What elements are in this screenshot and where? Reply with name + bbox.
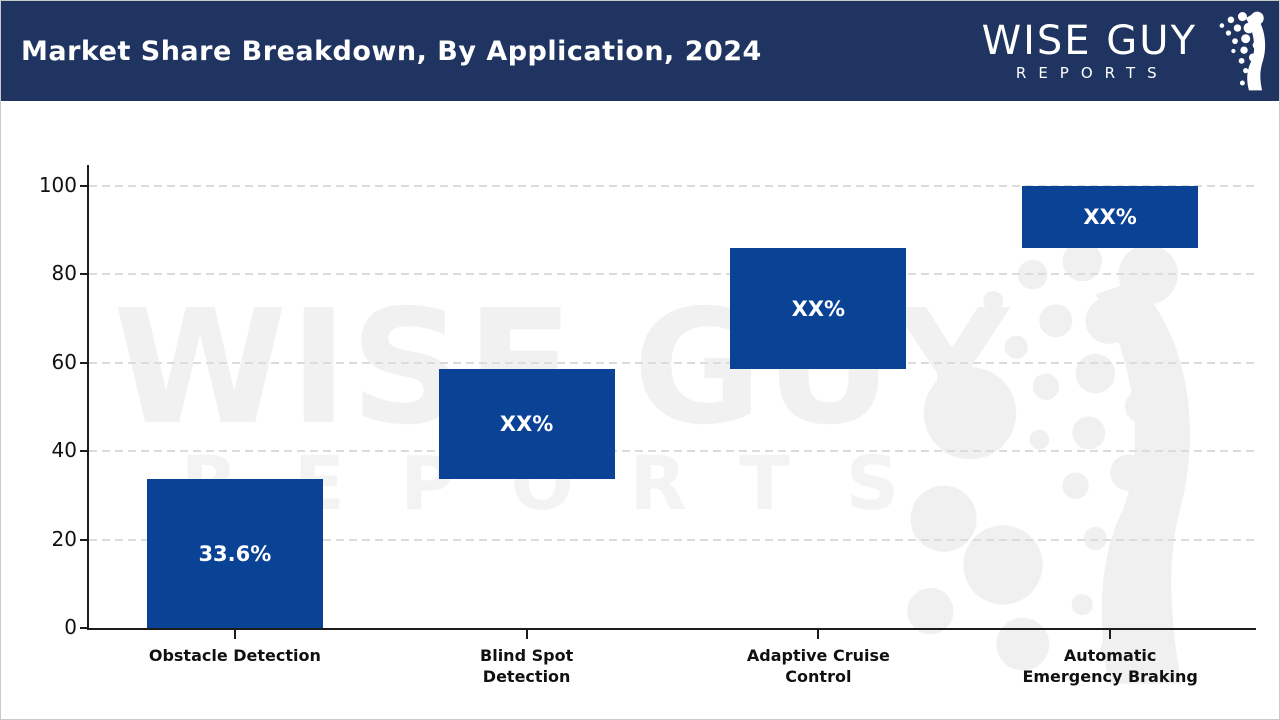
logo-wordmark: WISE GUY REPORTS [982, 21, 1197, 82]
y-tick-mark [80, 273, 88, 276]
brand-logo: WISE GUY REPORTS [982, 8, 1267, 94]
bar-value-label: XX% [1083, 204, 1137, 229]
y-tick-mark [80, 185, 88, 187]
y-axis-line [87, 165, 89, 630]
x-axis-label: Automatic Emergency Braking [1022, 646, 1198, 686]
x-tick-mark [525, 630, 528, 639]
gridline-40 [89, 450, 1256, 453]
logo-head-icon [1219, 11, 1266, 91]
x-tick-mark [233, 630, 236, 639]
logo-subtitle-text: REPORTS [1015, 63, 1169, 82]
y-tick-label: 100 [38, 173, 77, 197]
y-tick-mark [80, 450, 88, 453]
chart-area: WISE GUY REPORTS 0 20 40 60 80 100 33.6% XX% XX%… [1, 101, 1279, 719]
x-tick-mark [1109, 630, 1112, 639]
bar-automatic-emergency-braking: XX% [1022, 186, 1199, 248]
gridline-60 [89, 361, 1256, 364]
gridline-100 [89, 185, 1256, 187]
y-tick-mark [80, 627, 88, 629]
y-tick-mark [80, 538, 88, 541]
bar-value-label: 33.6% [198, 541, 272, 566]
plot: 0 20 40 60 80 100 33.6% XX% XX% XX% Obstacle Detec… [1, 101, 1279, 719]
y-tick-label: 80 [51, 261, 77, 286]
header: Market Share Breakdown, By Application, … [1, 1, 1279, 101]
y-tick-label: 60 [51, 349, 77, 374]
y-tick-label: 20 [51, 526, 77, 551]
bar-adaptive-cruise-control: XX% [730, 247, 907, 370]
gridline-20 [89, 538, 1256, 541]
x-axis-label: Adaptive Cruise Control [746, 646, 890, 686]
y-tick-mark [80, 361, 88, 364]
gridline-80 [89, 273, 1256, 276]
x-axis-label: Blind Spot Detection [480, 646, 574, 686]
x-tick-mark [817, 630, 820, 639]
chart-title: Market Share Breakdown, By Application, … [21, 35, 762, 67]
bar-value-label: XX% [791, 296, 846, 321]
bar-obstacle-detection: 33.6% [146, 479, 323, 628]
y-tick-label: 40 [51, 438, 77, 463]
bar-value-label: XX% [499, 412, 554, 437]
bar-blind-spot-detection: XX% [438, 369, 615, 480]
y-tick-label: 0 [64, 615, 77, 639]
x-axis-line [87, 628, 1256, 630]
x-axis-label: Obstacle Detection [148, 646, 321, 665]
logo-name-text: WISE GUY [981, 17, 1197, 64]
